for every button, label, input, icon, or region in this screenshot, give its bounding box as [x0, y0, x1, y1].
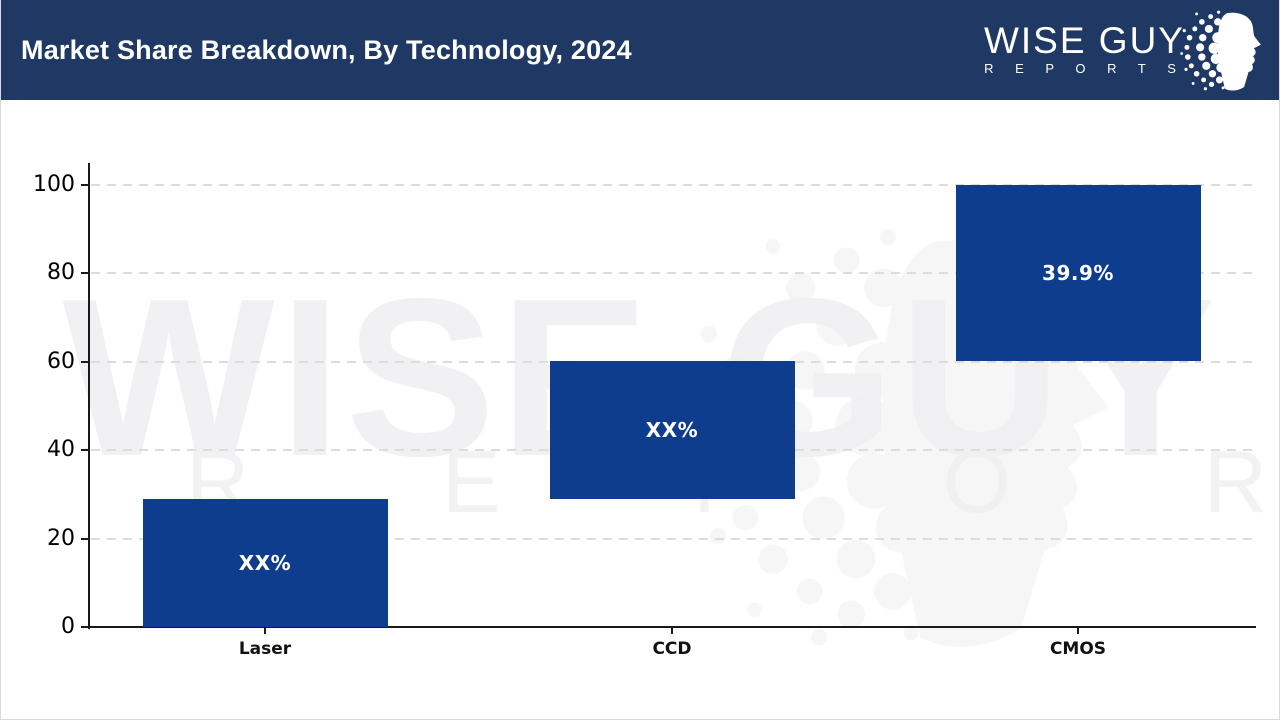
chart-title: Market Share Breakdown, By Technology, 2… — [21, 34, 632, 65]
bar-value-label: 39.9% — [1042, 261, 1114, 286]
x-axis-line — [88, 626, 1256, 628]
y-axis-tick-label: 20 — [47, 525, 75, 551]
y-axis-tick-label: 40 — [47, 437, 75, 463]
chart-area: WISE GUY R E P O R T S 020406080100XX%La… — [1, 100, 1279, 719]
y-axis-tick-label: 0 — [61, 614, 75, 639]
x-axis-tick — [671, 628, 673, 634]
bar-value-label: XX% — [645, 418, 699, 443]
y-axis-tick — [81, 449, 89, 452]
y-axis-tick — [81, 184, 89, 186]
x-axis-tick — [264, 628, 266, 634]
logo-wordmark-main: WISE GUY — [983, 20, 1185, 61]
y-axis-tick — [81, 272, 89, 275]
wiseguy-logo: WISE GUY R E P O R T S — [984, 7, 1279, 93]
bar: 39.9% — [955, 185, 1201, 362]
gridline — [91, 184, 1256, 186]
bar: XX% — [142, 499, 388, 627]
y-axis-tick-label: 100 — [33, 172, 75, 197]
y-axis-tick-label: 80 — [47, 260, 75, 286]
x-axis-tick — [1077, 628, 1079, 634]
gridline — [91, 537, 1256, 540]
y-axis-tick — [81, 626, 89, 628]
logo-wordmark: WISE GUY R E P O R T S — [984, 22, 1185, 78]
y-axis-line — [88, 163, 90, 629]
gridline — [91, 272, 1256, 275]
y-axis-tick — [81, 537, 89, 540]
x-axis-category-label: CMOS — [1049, 639, 1107, 659]
x-axis-category-label: Laser — [238, 639, 292, 659]
header-bar: Market Share Breakdown, By Technology, 2… — [1, 0, 1279, 100]
x-axis-category-label: CCD — [652, 639, 692, 659]
y-axis-tick-label: 60 — [47, 348, 75, 374]
bar-value-label: XX% — [238, 551, 292, 576]
logo-wordmark-sub: R E P O R T S — [984, 61, 1185, 76]
logo-face-icon — [1180, 10, 1261, 91]
y-axis-tick — [81, 360, 89, 363]
bar: XX% — [549, 361, 795, 500]
